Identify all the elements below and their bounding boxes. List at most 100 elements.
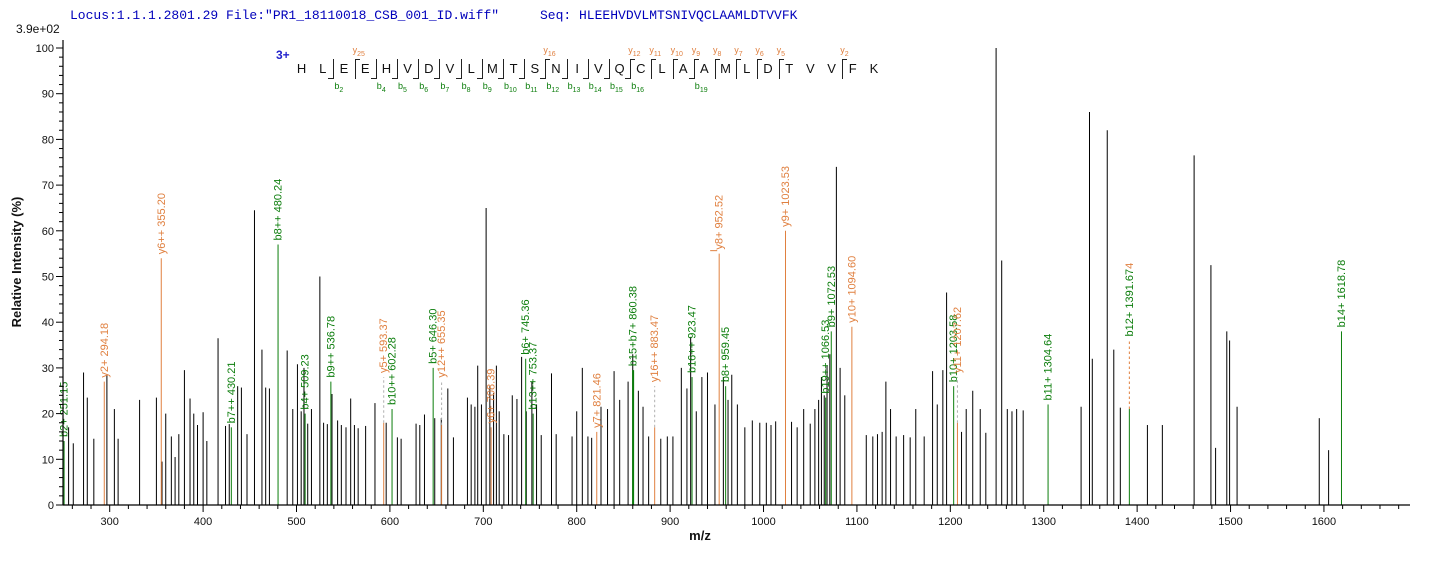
residue-28-K: K bbox=[869, 61, 879, 76]
cleavage-line bbox=[609, 59, 610, 79]
y-tick-label: 0 bbox=[48, 500, 54, 512]
residue-20-A: A bbox=[700, 61, 709, 76]
cleavage-line bbox=[375, 59, 377, 79]
y-axis-title: Relative Intensity (%) bbox=[9, 197, 24, 328]
y-ion-tick bbox=[651, 59, 657, 60]
residue-12-S: S bbox=[530, 61, 540, 76]
b-ion-mark-b2: b2 bbox=[334, 81, 344, 94]
ion-peak-label: b6+ 745.36 bbox=[520, 299, 532, 354]
residue-5-H: H bbox=[381, 61, 392, 76]
residue-6-V: V bbox=[403, 61, 412, 76]
y-ion-tick bbox=[778, 59, 784, 60]
ion-peak-label: b13++ 753.37 bbox=[528, 342, 540, 410]
residue-10-M: M bbox=[486, 61, 498, 76]
y-tick-label: 60 bbox=[42, 226, 54, 238]
sequence-header: Seq: HLEEHVDVLMTSNIVQCLAAMLDTVVFK bbox=[540, 8, 798, 23]
b-ion-tick bbox=[561, 78, 567, 79]
x-tick-label: 700 bbox=[474, 516, 492, 528]
cleavage-line bbox=[333, 59, 335, 79]
cleavage-line bbox=[842, 59, 844, 79]
b-ion-mark-b7: b7 bbox=[440, 81, 450, 94]
residue-7-D: D bbox=[424, 61, 434, 76]
b-ion-tick bbox=[582, 78, 588, 79]
x-tick-label: 1400 bbox=[1125, 516, 1149, 528]
ion-peak-label: y10+ 1094.60 bbox=[846, 256, 858, 323]
b-ion-mark-b5: b5 bbox=[398, 81, 407, 94]
cleavage-line bbox=[481, 59, 483, 79]
ion-peak-label: y11+ 1207.62 bbox=[952, 307, 964, 373]
y-tick-label: 40 bbox=[42, 317, 54, 329]
residue-1-H: H bbox=[296, 61, 307, 76]
b-ion-mark-b15: b15 bbox=[610, 81, 623, 94]
ion-peak-label: y5+ 593.37 bbox=[378, 318, 390, 373]
ion-peak-label: y12++ 655.35 bbox=[436, 310, 448, 377]
y-ion-tick bbox=[715, 59, 720, 60]
y-ion-mark-y2: y2 bbox=[840, 45, 849, 58]
b-ion-mark-b12: b12 bbox=[546, 81, 560, 94]
ion-peak-label: b10++ 602.28 bbox=[387, 337, 399, 405]
x-tick-label: 900 bbox=[661, 516, 679, 528]
residue-9-L: L bbox=[467, 61, 475, 76]
cleavage-line bbox=[757, 59, 759, 79]
ion-peak-label: b16++ 923.47 bbox=[687, 305, 699, 373]
locus-file-header: Locus:1.1.1.2801.29 File:"PR1_18110018_C… bbox=[70, 8, 500, 23]
cleavage-line bbox=[693, 59, 695, 79]
b-ion-mark-b13: b13 bbox=[567, 81, 581, 94]
y-ion-mark-y25: y25 bbox=[352, 45, 365, 58]
b-ion-mark-b14: b14 bbox=[588, 81, 602, 94]
y-ion-tick bbox=[842, 59, 848, 60]
b-ion-mark-b11: b11 bbox=[525, 81, 538, 94]
ion-peak-label: b19++ 1066.53 bbox=[820, 320, 832, 394]
b-ion-mark-b16: b16 bbox=[631, 81, 644, 94]
y-ion-mark-y9: y9 bbox=[691, 45, 701, 58]
cleavage-line bbox=[566, 59, 568, 79]
x-tick-label: 800 bbox=[568, 516, 586, 528]
y-ion-mark-y6: y6 bbox=[755, 45, 764, 58]
b-ion-tick bbox=[625, 78, 631, 79]
cleavage-line bbox=[587, 59, 589, 79]
x-tick-label: 400 bbox=[194, 516, 212, 528]
cleavage-line bbox=[715, 59, 716, 79]
residue-13-N: N bbox=[551, 61, 561, 76]
y-tick-label: 70 bbox=[42, 180, 54, 192]
ion-peak-label: b12+ 1391.674 bbox=[1124, 263, 1136, 337]
ion-peak-label: b8+ 959.45 bbox=[720, 327, 732, 382]
b-ion-tick bbox=[455, 78, 461, 79]
residue-21-M: M bbox=[720, 61, 732, 76]
y-ion-tick bbox=[736, 59, 742, 60]
y-tick-label: 80 bbox=[42, 134, 54, 146]
y-ion-mark-y16: y16 bbox=[543, 45, 556, 58]
b-ion-tick bbox=[604, 78, 609, 79]
cleavage-line bbox=[630, 59, 632, 79]
y-tick-label: 20 bbox=[42, 409, 54, 421]
x-tick-label: 1000 bbox=[751, 516, 775, 528]
b-ion-mark-b10: b10 bbox=[504, 81, 517, 94]
ion-peak-label: b4+ 509.23 bbox=[300, 354, 312, 409]
y-ion-mark-y5: y5 bbox=[776, 45, 785, 58]
ion-peak-label: b11+ 1304.64 bbox=[1043, 334, 1055, 401]
b-ion-tick bbox=[519, 78, 525, 79]
y-tick-label: 30 bbox=[42, 363, 54, 375]
residue-24-T: T bbox=[785, 61, 794, 76]
cleavage-line bbox=[439, 59, 441, 79]
residue-16-Q: Q bbox=[614, 61, 625, 76]
cleavage-line bbox=[397, 59, 398, 79]
y-ion-tick bbox=[693, 59, 699, 60]
cleavage-line bbox=[651, 59, 653, 79]
x-tick-label: 600 bbox=[381, 516, 399, 528]
ion-peak-label: b9++ 536.78 bbox=[325, 316, 337, 378]
b-ion-mark-b6: b6 bbox=[419, 81, 429, 94]
b-ion-mark-b8: b8 bbox=[461, 81, 471, 94]
ion-peak-label: y7+ 821.46 bbox=[591, 373, 603, 428]
b-ion-tick bbox=[498, 78, 503, 79]
b-ion-mark-b4: b4 bbox=[376, 81, 386, 94]
x-tick-label: 300 bbox=[101, 516, 119, 528]
y-ion-mark-y10: y10 bbox=[670, 45, 683, 58]
y-ion-mark-y8: y8 bbox=[713, 45, 722, 58]
x-tick-label: 1300 bbox=[1031, 516, 1055, 528]
precursor-charge-label: 3+ bbox=[276, 48, 290, 62]
x-axis-title: m/z bbox=[689, 528, 711, 543]
ion-peak-label: b8++ 480.24 bbox=[273, 179, 285, 241]
